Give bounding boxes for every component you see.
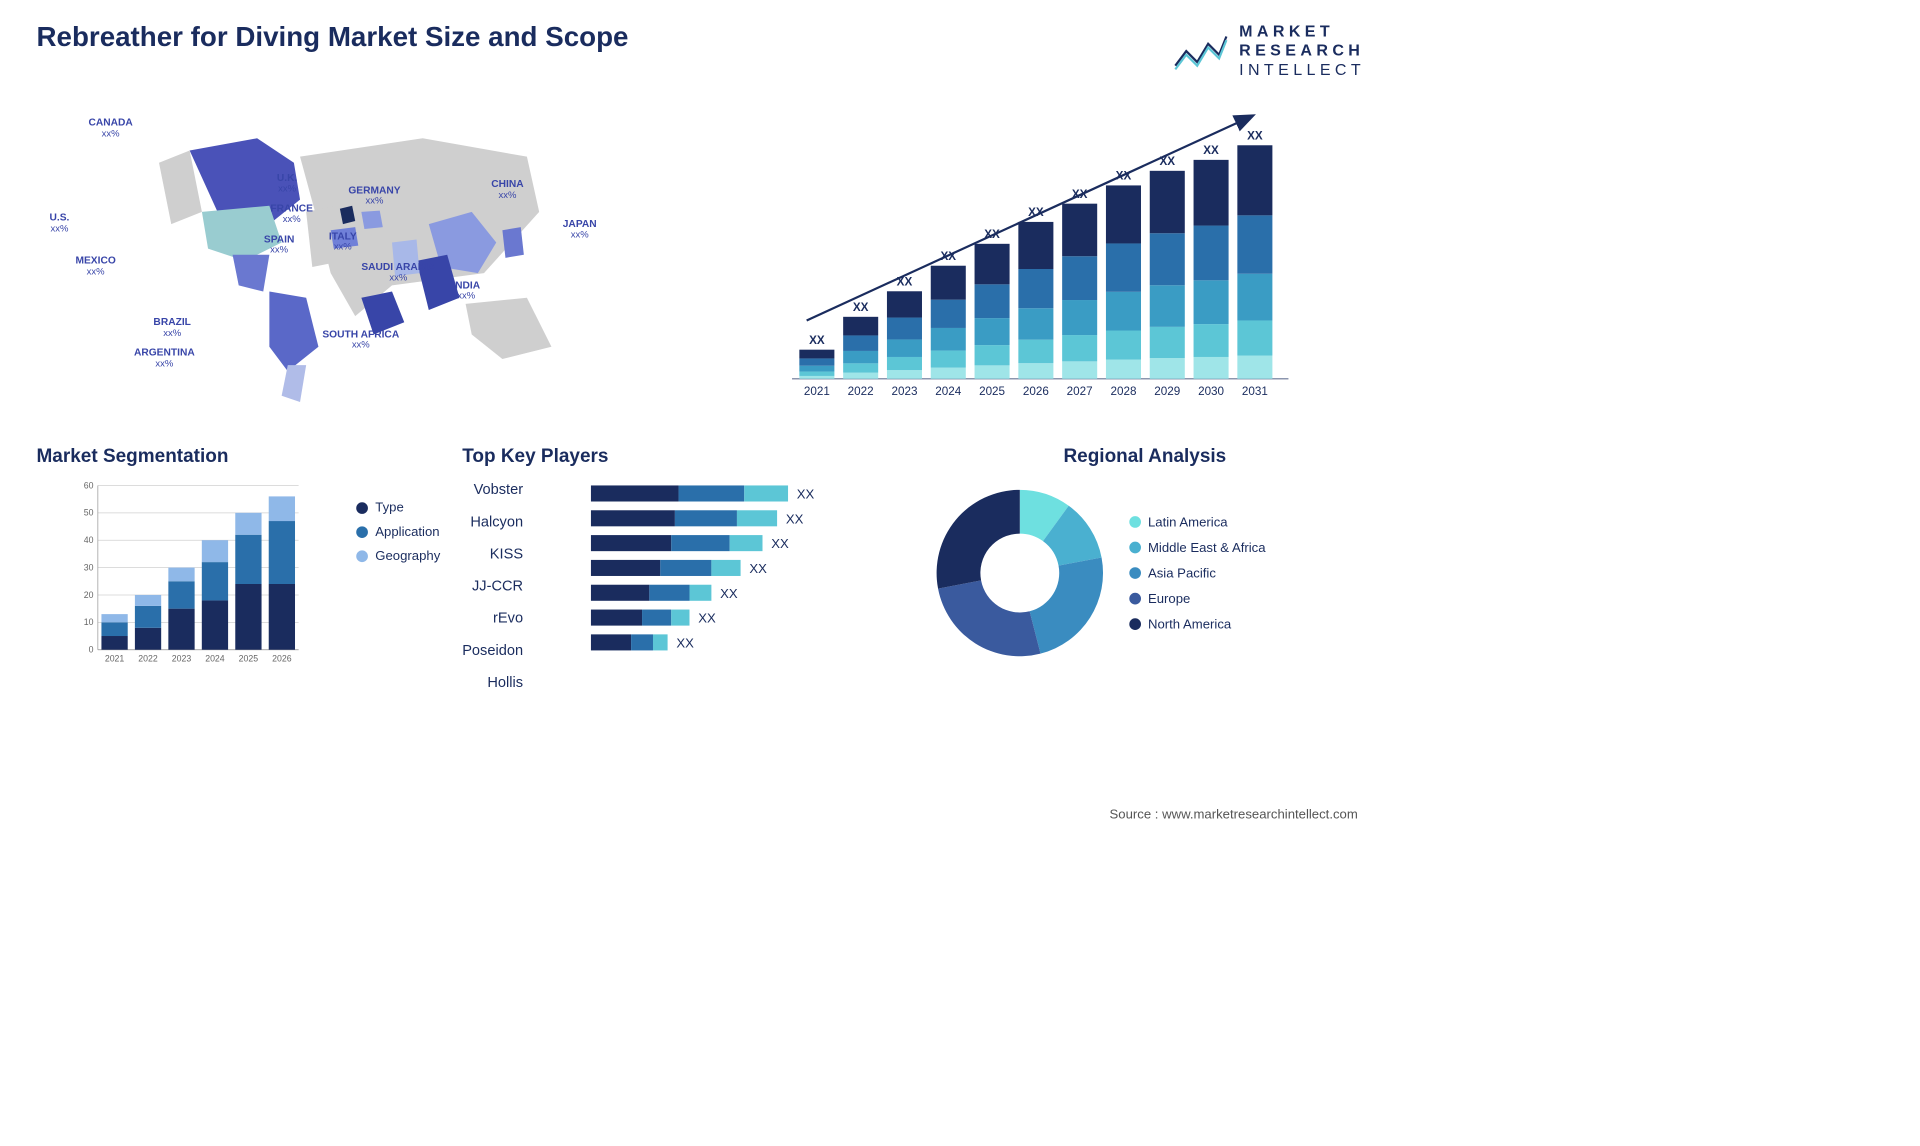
logo: MARKET RESEARCH INTELLECT — [1172, 22, 1365, 80]
svg-text:2028: 2028 — [1110, 385, 1136, 398]
page-title: Rebreather for Diving Market Size and Sc… — [37, 22, 629, 53]
svg-text:XX: XX — [771, 536, 789, 551]
regional-donut — [925, 478, 1115, 668]
regional-legend-item: Latin America — [1129, 514, 1266, 529]
player-name: JJ-CCR — [462, 578, 523, 603]
svg-text:XX: XX — [698, 611, 716, 626]
svg-text:2021: 2021 — [105, 654, 125, 664]
segmentation-panel: Market Segmentation 0 10 20 30 40 50 60 2021 202… — [37, 445, 441, 700]
svg-text:XX: XX — [1203, 144, 1219, 157]
map-label-spain: SPAINxx% — [264, 233, 294, 255]
seg-legend-type: Type — [356, 500, 440, 515]
regional-title: Regional Analysis — [925, 445, 1365, 468]
map-label-brazil: BRAZILxx% — [153, 316, 190, 338]
svg-text:2024: 2024 — [205, 654, 225, 664]
segmentation-chart: 0 10 20 30 40 50 60 2021 2022 2023 2024 2025 2026 — [37, 478, 342, 668]
players-panel: Top Key Players Vobster Halcyon KISS JJ-CCR… — [462, 445, 902, 700]
svg-text:XX: XX — [676, 636, 694, 651]
player-name: KISS — [462, 546, 523, 571]
svg-text:2021: 2021 — [804, 385, 830, 398]
svg-text:2022: 2022 — [848, 385, 874, 398]
svg-text:50: 50 — [84, 508, 94, 518]
regional-panel: Regional Analysis Latin America Middle Ea… — [925, 445, 1365, 700]
svg-text:XX: XX — [786, 512, 804, 527]
svg-text:XX: XX — [749, 561, 767, 576]
world-map-panel: CANADAxx% U.S.xx% MEXICOxx% BRAZILxx% ARGENT… — [37, 102, 687, 409]
svg-text:0: 0 — [89, 645, 94, 655]
growth-chart: XX2021XX2022XX2023XX2024XX2025XX2026XX20… — [715, 102, 1365, 409]
svg-text:2023: 2023 — [172, 654, 192, 664]
logo-text: MARKET RESEARCH INTELLECT — [1239, 22, 1365, 80]
map-label-us: U.S.xx% — [49, 212, 69, 234]
regional-legend: Latin America Middle East & Africa Asia Pa… — [1129, 514, 1266, 632]
map-label-argentina: ARGENTINAxx% — [134, 347, 195, 369]
segmentation-title: Market Segmentation — [37, 445, 441, 468]
map-label-uk: U.K.xx% — [277, 172, 297, 194]
map-label-japan: JAPANxx% — [563, 218, 597, 240]
svg-text:2031: 2031 — [1242, 385, 1268, 398]
svg-text:20: 20 — [84, 590, 94, 600]
players-names: Vobster Halcyon KISS JJ-CCR rEvo Poseidon Holl… — [462, 478, 523, 699]
svg-text:2023: 2023 — [891, 385, 917, 398]
svg-text:XX: XX — [1247, 130, 1263, 143]
regional-legend-item: Asia Pacific — [1129, 566, 1266, 581]
map-label-germany: GERMANYxx% — [348, 184, 400, 206]
svg-text:2026: 2026 — [1023, 385, 1049, 398]
svg-text:2025: 2025 — [239, 654, 259, 664]
svg-text:2022: 2022 — [138, 654, 158, 664]
growth-chart-panel: XX2021XX2022XX2023XX2024XX2025XX2026XX20… — [715, 102, 1365, 409]
map-label-italy: ITALYxx% — [329, 230, 357, 252]
map-label-india: INDIAxx% — [452, 279, 480, 301]
svg-text:2026: 2026 — [272, 654, 292, 664]
map-label-mexico: MEXICOxx% — [75, 255, 115, 277]
players-title: Top Key Players — [462, 445, 902, 468]
svg-text:XX: XX — [809, 334, 825, 347]
map-label-china: CHINAxx% — [491, 178, 523, 200]
svg-text:2027: 2027 — [1067, 385, 1093, 398]
regional-legend-item: Middle East & Africa — [1129, 540, 1266, 555]
svg-text:30: 30 — [84, 563, 94, 573]
svg-text:XX: XX — [720, 586, 738, 601]
player-name: rEvo — [462, 610, 523, 635]
svg-text:2024: 2024 — [935, 385, 961, 398]
logo-icon — [1172, 29, 1230, 73]
svg-text:2025: 2025 — [979, 385, 1005, 398]
map-label-france: FRANCExx% — [270, 203, 313, 225]
svg-text:10: 10 — [84, 617, 94, 627]
source-text: Source : www.marketresearchintellect.com — [1110, 807, 1358, 822]
map-label-canada: CANADAxx% — [88, 117, 132, 139]
player-name: Halcyon — [462, 514, 523, 539]
map-label-saudiarabia: SAUDI ARABIAxx% — [361, 261, 435, 283]
player-name: Poseidon — [462, 643, 523, 668]
regional-legend-item: Europe — [1129, 591, 1266, 606]
seg-legend-application: Application — [356, 524, 440, 539]
player-name: Hollis — [462, 675, 523, 700]
players-chart: XX XX XX XX XX XX XX — [534, 478, 903, 668]
regional-legend-item: North America — [1129, 617, 1266, 632]
header: Rebreather for Diving Market Size and Sc… — [37, 22, 1366, 80]
svg-text:2030: 2030 — [1198, 385, 1224, 398]
svg-text:XX: XX — [853, 301, 869, 314]
map-label-southafrica: SOUTH AFRICAxx% — [322, 328, 399, 350]
segmentation-legend: Type Application Geography — [356, 478, 440, 668]
svg-text:XX: XX — [796, 487, 814, 502]
svg-text:40: 40 — [84, 535, 94, 545]
svg-text:60: 60 — [84, 480, 94, 490]
top-row: CANADAxx% U.S.xx% MEXICOxx% BRAZILxx% ARGENT… — [37, 102, 1366, 409]
seg-legend-geography: Geography — [356, 548, 440, 563]
svg-text:2029: 2029 — [1154, 385, 1180, 398]
player-name: Vobster — [462, 482, 523, 507]
bottom-row: Market Segmentation 0 10 20 30 40 50 60 2021 202… — [37, 445, 1366, 700]
